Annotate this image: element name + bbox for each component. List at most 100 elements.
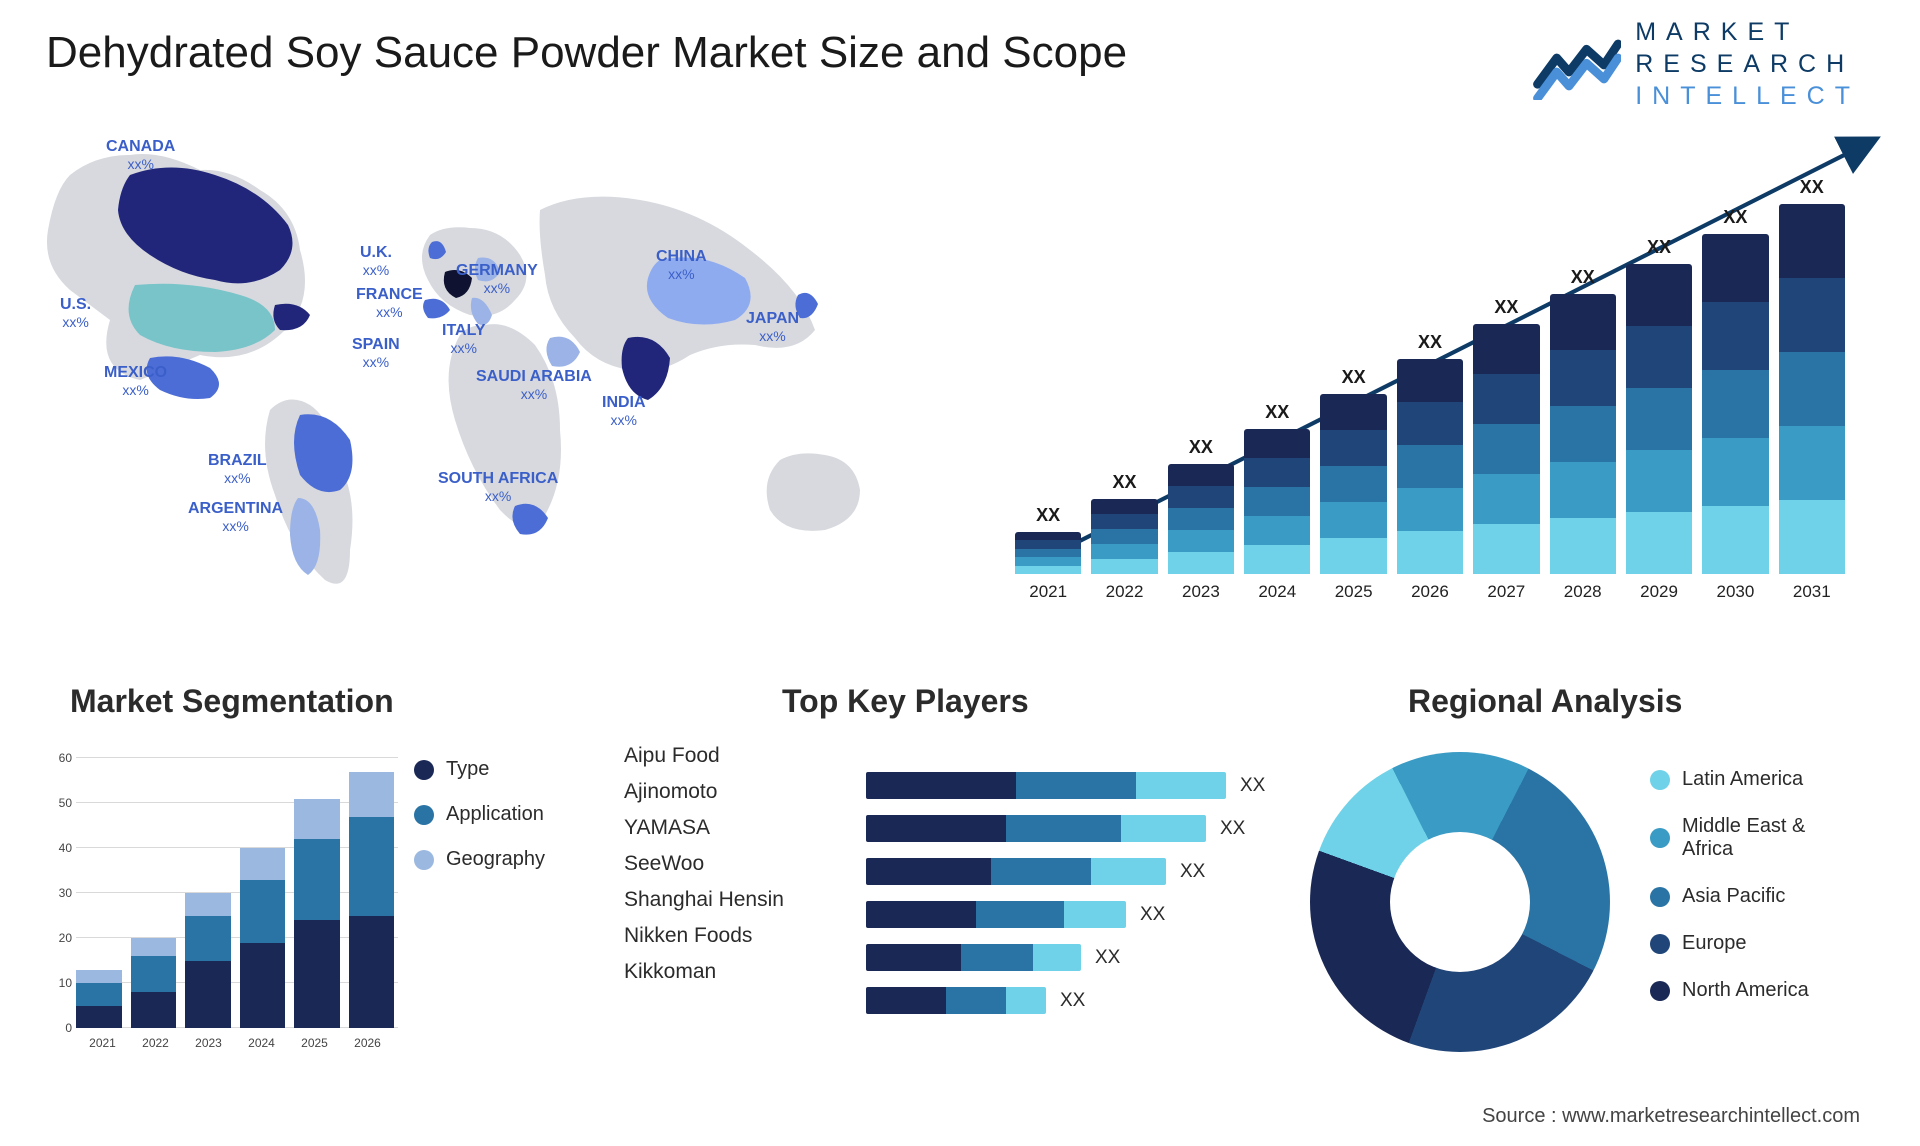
map-label-france: FRANCExx%: [356, 286, 423, 320]
growth-bar-2024: XX 2024: [1244, 402, 1310, 602]
seg-ytick: 20: [59, 931, 72, 945]
segmentation-legend: Type Application Geography: [414, 758, 545, 871]
growth-bar-label: XX: [1189, 437, 1213, 458]
map-label-japan: JAPANxx%: [746, 310, 799, 344]
seg-bar-2023: [185, 893, 231, 1028]
growth-year-label: 2027: [1487, 582, 1525, 602]
player-bar-row: XX: [866, 772, 1286, 799]
player-bar-value: XX: [1180, 861, 1205, 883]
player-name: YAMASA: [624, 816, 854, 840]
map-label-canada: CANADAxx%: [106, 138, 175, 172]
players-bar-chart: XX XX XX XX XX XX: [866, 772, 1286, 1014]
world-map: CANADAxx%U.S.xx%MEXICOxx%BRAZILxx%ARGENT…: [40, 120, 940, 620]
key-players-title: Top Key Players: [782, 683, 1029, 720]
seg-bar-2026: [349, 772, 395, 1029]
seg-xlabel: 2023: [182, 1036, 235, 1050]
growth-bar-chart: XX2021XX2022XX2023XX2024XX2025XX2026XX20…: [995, 150, 1865, 630]
regional-title: Regional Analysis: [1408, 683, 1682, 720]
growth-year-label: 2031: [1793, 582, 1831, 602]
growth-bar-label: XX: [1342, 367, 1366, 388]
logo-line2: RESEARCH: [1635, 50, 1860, 79]
brand-logo: MARKET RESEARCH INTELLECT: [1531, 18, 1860, 111]
segmentation-title: Market Segmentation: [70, 683, 394, 720]
region-legend-item: Middle East & Africa: [1650, 815, 1852, 861]
seg-xlabel: 2025: [288, 1036, 341, 1050]
source-text: Source : www.marketresearchintellect.com: [1482, 1105, 1860, 1128]
player-bar-value: XX: [1095, 947, 1120, 969]
growth-bar-2025: XX 2025: [1320, 367, 1386, 602]
growth-year-label: 2022: [1106, 582, 1144, 602]
players-name-list: Aipu FoodAjinomotoYAMASASeeWooShanghai H…: [624, 744, 854, 984]
region-legend-item: Asia Pacific: [1650, 885, 1852, 908]
map-label-italy: ITALYxx%: [442, 322, 486, 356]
growth-year-label: 2024: [1258, 582, 1296, 602]
player-name: Aipu Food: [624, 744, 854, 768]
map-label-southafrica: SOUTH AFRICAxx%: [438, 470, 558, 504]
seg-ytick: 40: [59, 841, 72, 855]
player-bar-row: XX: [866, 858, 1286, 885]
player-name: Kikkoman: [624, 960, 854, 984]
logo-line3: INTELLECT: [1635, 82, 1860, 111]
growth-bar-2021: XX 2021: [1015, 505, 1081, 602]
player-bar-row: XX: [866, 987, 1286, 1014]
seg-ytick: 10: [59, 976, 72, 990]
growth-bar-2022: XX 2022: [1091, 472, 1157, 602]
player-name: Ajinomoto: [624, 780, 854, 804]
growth-bar-label: XX: [1800, 177, 1824, 198]
player-bar-value: XX: [1220, 818, 1245, 840]
map-label-saudiarabia: SAUDI ARABIAxx%: [476, 368, 592, 402]
growth-bar-label: XX: [1113, 472, 1137, 493]
growth-bar-label: XX: [1647, 237, 1671, 258]
seg-xlabel: 2026: [341, 1036, 394, 1050]
seg-legend-item: Geography: [414, 848, 545, 871]
player-bar-value: XX: [1240, 775, 1265, 797]
region-legend-item: Europe: [1650, 932, 1852, 955]
map-label-brazil: BRAZILxx%: [208, 452, 267, 486]
seg-xlabel: 2022: [129, 1036, 182, 1050]
map-label-mexico: MEXICOxx%: [104, 364, 167, 398]
growth-bar-2028: XX 2028: [1550, 267, 1616, 602]
growth-year-label: 2028: [1564, 582, 1602, 602]
growth-bar-label: XX: [1418, 332, 1442, 353]
seg-bar-2025: [294, 799, 340, 1029]
player-bar-value: XX: [1140, 904, 1165, 926]
growth-year-label: 2021: [1029, 582, 1067, 602]
seg-bar-2024: [240, 848, 286, 1028]
player-name: Nikken Foods: [624, 924, 854, 948]
seg-ytick: 30: [59, 886, 72, 900]
region-legend-item: Latin America: [1650, 768, 1852, 791]
growth-bar-2023: XX2023: [1168, 437, 1234, 602]
player-bar-row: XX: [866, 815, 1286, 842]
seg-xlabel: 2024: [235, 1036, 288, 1050]
map-label-germany: GERMANYxx%: [456, 262, 538, 296]
growth-bar-label: XX: [1723, 207, 1747, 228]
page-title: Dehydrated Soy Sauce Powder Market Size …: [46, 28, 1127, 78]
growth-bar-label: XX: [1265, 402, 1289, 423]
growth-bar-label: XX: [1571, 267, 1595, 288]
map-label-spain: SPAINxx%: [352, 336, 400, 370]
map-label-india: INDIAxx%: [602, 394, 646, 428]
growth-bar-2027: XX2027: [1473, 297, 1539, 602]
growth-year-label: 2030: [1717, 582, 1755, 602]
seg-xlabel: 2021: [76, 1036, 129, 1050]
seg-legend-item: Type: [414, 758, 545, 781]
growth-bar-2030: XX 2030: [1702, 207, 1768, 602]
growth-year-label: 2025: [1335, 582, 1373, 602]
player-bar-row: XX: [866, 901, 1286, 928]
growth-bar-2029: XX2029: [1626, 237, 1692, 602]
map-label-uk: U.K.xx%: [360, 244, 392, 278]
map-label-us: U.S.xx%: [60, 296, 91, 330]
seg-legend-item: Application: [414, 803, 545, 826]
seg-bar-2021: [76, 970, 122, 1029]
segmentation-chart: 0102030405060 202120222023202420252026: [48, 740, 398, 1050]
growth-bar-label: XX: [1036, 505, 1060, 526]
regional-legend: Latin America Middle East & Africa Asia Pa…: [1650, 768, 1852, 1002]
seg-ytick: 0: [65, 1021, 72, 1035]
logo-line1: MARKET: [1635, 18, 1860, 47]
logo-mark-icon: [1531, 30, 1621, 100]
seg-ytick: 60: [59, 751, 72, 765]
regional-donut-chart: [1310, 752, 1610, 1052]
growth-year-label: 2026: [1411, 582, 1449, 602]
player-name: SeeWoo: [624, 852, 854, 876]
player-bar-value: XX: [1060, 990, 1085, 1012]
